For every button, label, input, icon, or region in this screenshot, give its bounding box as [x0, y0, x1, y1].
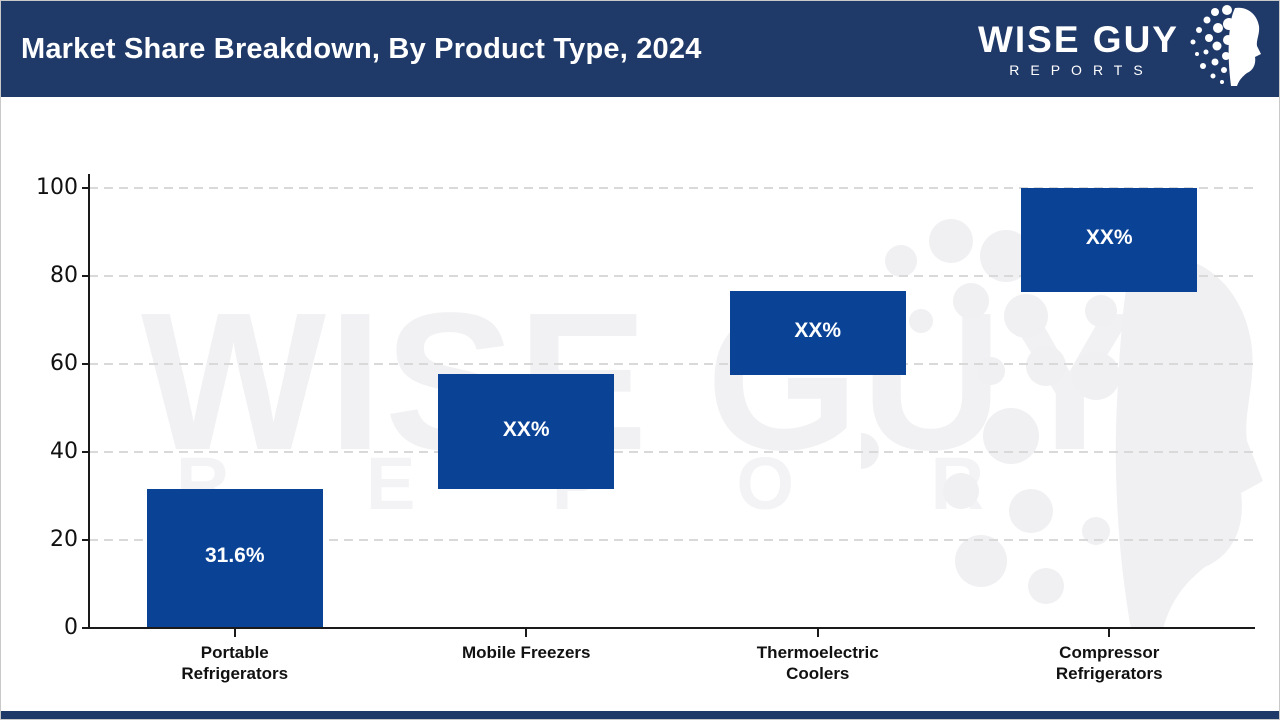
- y-axis-tick: [82, 627, 89, 629]
- brand-logo-text: WISE GUY REPORTS: [978, 21, 1179, 77]
- category-label: Thermoelectric Coolers: [698, 642, 938, 685]
- page-title: Market Share Breakdown, By Product Type,…: [21, 32, 702, 65]
- footer-bar: [1, 711, 1279, 719]
- y-axis-tick: [82, 275, 89, 277]
- category-label-line: Refrigerators: [1055, 664, 1163, 684]
- y-tick-label: 0: [64, 615, 78, 640]
- gridline: [89, 187, 1255, 189]
- category-label-line: Coolers: [786, 664, 850, 684]
- x-axis-tick: [233, 629, 236, 637]
- category-label: Mobile Freezers: [406, 642, 646, 663]
- y-tick-label: 40: [50, 439, 78, 464]
- y-axis: [88, 174, 90, 629]
- x-axis: [89, 627, 1255, 629]
- bar-value-label: XX%: [1085, 225, 1133, 249]
- y-axis-tick: [82, 539, 89, 541]
- brand-name: WISE GUY: [977, 19, 1179, 60]
- y-tick-label: 100: [36, 175, 78, 200]
- x-axis-tick: [1108, 629, 1111, 637]
- y-tick-label: 80: [50, 263, 78, 288]
- category-label-line: Mobile Freezers: [462, 643, 591, 662]
- bar: [438, 374, 615, 489]
- category-label: Compressor Refrigerators: [989, 642, 1229, 685]
- category-label-line: Compressor: [1059, 643, 1160, 662]
- watermark-text-primary: WISE GUY: [141, 272, 1138, 491]
- category-label: Portable Refrigerators: [115, 642, 355, 685]
- y-axis-tick: [82, 187, 89, 189]
- brand-logo: WISE GUY REPORTS: [978, 4, 1263, 95]
- bar: [729, 291, 906, 375]
- bar: [146, 488, 323, 628]
- x-axis-tick: [816, 629, 819, 637]
- gridline: [89, 451, 1255, 453]
- y-tick-label: 60: [50, 351, 78, 376]
- bar-value-label: XX%: [502, 417, 550, 441]
- bar-value-label: 31.6%: [204, 544, 265, 568]
- brand-subtitle: REPORTS: [1009, 62, 1154, 78]
- category-label-line: Portable: [200, 643, 269, 662]
- category-label-line: Thermoelectric: [756, 643, 879, 662]
- y-axis-tick: [82, 451, 89, 453]
- x-axis-tick: [525, 629, 528, 637]
- bar-value-label: XX%: [794, 319, 842, 343]
- gridline: [89, 363, 1255, 365]
- gridline: [89, 539, 1255, 541]
- gridline: [89, 275, 1255, 277]
- category-label-line: Refrigerators: [181, 664, 289, 684]
- y-tick-label: 20: [50, 527, 78, 552]
- watermark-text-secondary: R E P O R T S: [176, 442, 1279, 525]
- y-axis-tick: [82, 363, 89, 365]
- face-profile-dots-icon: [1185, 4, 1263, 95]
- header-bar: Market Share Breakdown, By Product Type,…: [1, 1, 1279, 97]
